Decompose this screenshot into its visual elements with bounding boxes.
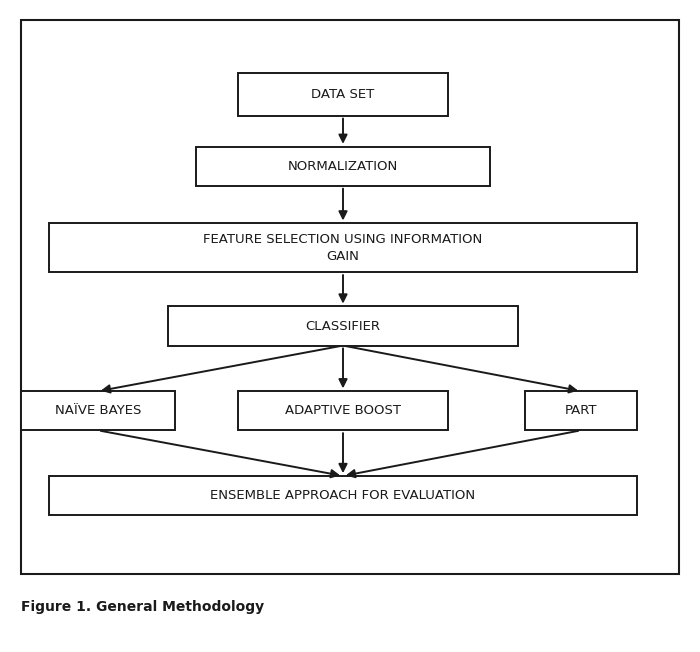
Text: CLASSIFIER: CLASSIFIER bbox=[305, 319, 381, 333]
Bar bbox=[196, 147, 490, 186]
Text: ADAPTIVE BOOST: ADAPTIVE BOOST bbox=[285, 404, 401, 417]
Bar bbox=[238, 391, 448, 430]
Text: NAÏVE BAYES: NAÏVE BAYES bbox=[55, 404, 141, 417]
Text: PART: PART bbox=[565, 404, 597, 417]
Bar bbox=[525, 391, 637, 430]
Text: Figure 1. General Methodology: Figure 1. General Methodology bbox=[21, 600, 264, 614]
Text: DATA SET: DATA SET bbox=[312, 88, 374, 101]
Bar bbox=[49, 223, 637, 273]
Bar bbox=[21, 391, 175, 430]
Text: ENSEMBLE APPROACH FOR EVALUATION: ENSEMBLE APPROACH FOR EVALUATION bbox=[211, 489, 475, 502]
Bar bbox=[238, 74, 448, 116]
Text: NORMALIZATION: NORMALIZATION bbox=[288, 160, 398, 173]
Text: FEATURE SELECTION USING INFORMATION
GAIN: FEATURE SELECTION USING INFORMATION GAIN bbox=[204, 233, 482, 263]
Bar bbox=[168, 306, 518, 346]
Bar bbox=[21, 20, 679, 574]
Bar bbox=[49, 476, 637, 515]
